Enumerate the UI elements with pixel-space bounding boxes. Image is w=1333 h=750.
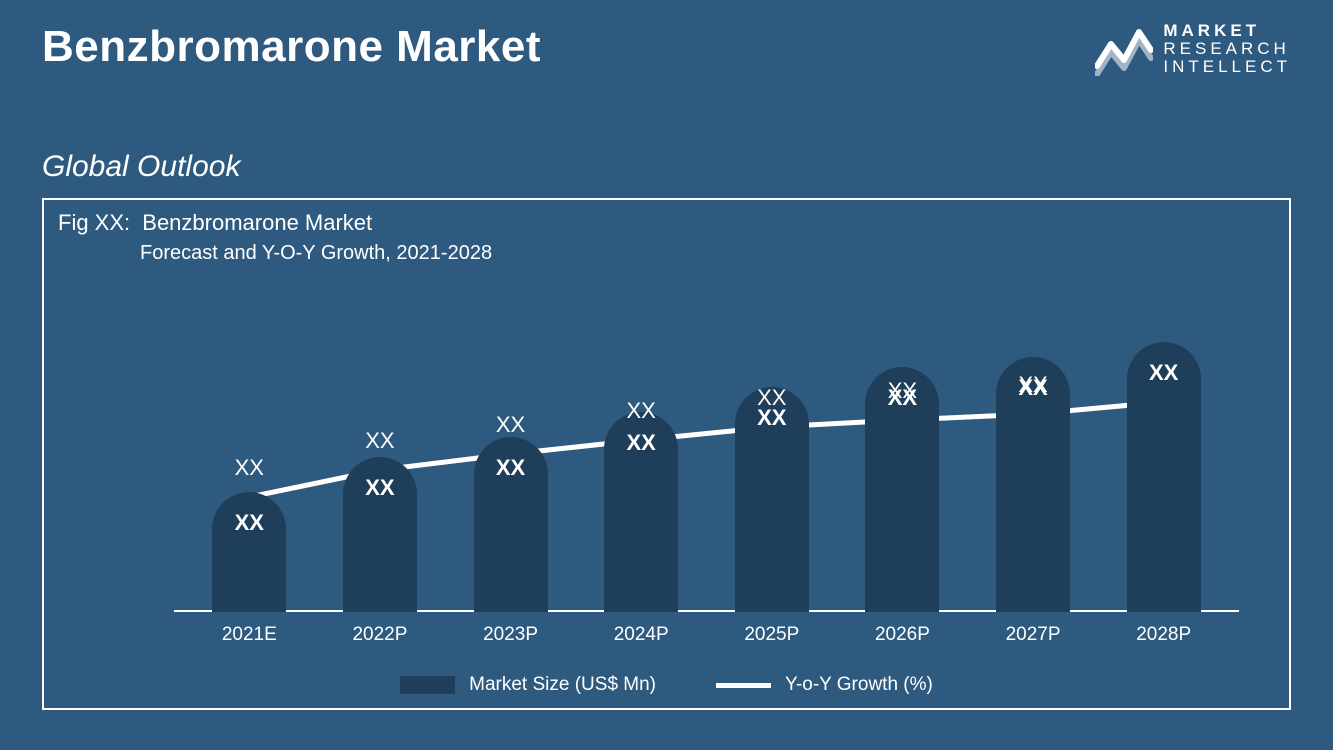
chart-container: Fig XX: Benzbromarone Market Forecast an… [42, 198, 1291, 710]
line-value-label: XX [474, 412, 548, 438]
bar-value-label: XX [474, 455, 548, 481]
legend-item-bar: Market Size (US$ Mn) [400, 674, 656, 696]
legend-item-line: Y-o-Y Growth (%) [716, 674, 933, 696]
legend-swatch-bar [400, 676, 455, 694]
legend-label-line: Y-o-Y Growth (%) [785, 674, 933, 696]
figure-name: Benzbromarone Market [142, 210, 372, 235]
logo-mark-icon [1095, 22, 1153, 76]
figure-subtitle: Forecast and Y-O-Y Growth, 2021-2028 [140, 242, 492, 265]
logo-text: MARKET RESEARCH INTELLECT [1163, 22, 1291, 76]
bar-value-label: XX [212, 510, 286, 536]
line-value-label: XX [1127, 360, 1201, 386]
x-axis-label: 2028P [1104, 624, 1224, 646]
line-value-label: XX [604, 398, 678, 424]
legend: Market Size (US$ Mn) Y-o-Y Growth (%) [44, 674, 1289, 696]
x-axis-label: 2024P [581, 624, 701, 646]
logo-line1: MARKET [1163, 22, 1291, 40]
bar-value-label: XX [343, 475, 417, 501]
x-axis-label: 2027P [973, 624, 1093, 646]
x-axis-label: 2025P [712, 624, 832, 646]
x-axis-label: 2022P [320, 624, 440, 646]
legend-swatch-line [716, 683, 771, 688]
logo-line2: RESEARCH [1163, 40, 1291, 58]
legend-label-bar: Market Size (US$ Mn) [469, 674, 656, 696]
plot-area: XXXX2021EXXXX2022PXXXX2023PXXXX2024PXXXX… [184, 282, 1229, 612]
page-title: Benzbromarone Market [42, 22, 541, 72]
growth-line [184, 282, 1229, 612]
x-axis-label: 2026P [842, 624, 962, 646]
line-value-label: XX [735, 385, 809, 411]
bar-value-label: XX [604, 430, 678, 456]
line-value-label: XX [343, 428, 417, 454]
line-value-label: XX [212, 455, 286, 481]
x-axis-label: 2021E [189, 624, 309, 646]
line-value-label: XX [865, 378, 939, 404]
logo-line3: INTELLECT [1163, 58, 1291, 76]
figure-prefix: Fig XX: [58, 210, 130, 235]
figure-label: Fig XX: Benzbromarone Market [58, 210, 372, 236]
line-value-label: XX [996, 372, 1070, 398]
x-axis-label: 2023P [451, 624, 571, 646]
brand-logo: MARKET RESEARCH INTELLECT [1095, 22, 1291, 76]
subtitle: Global Outlook [42, 150, 240, 184]
